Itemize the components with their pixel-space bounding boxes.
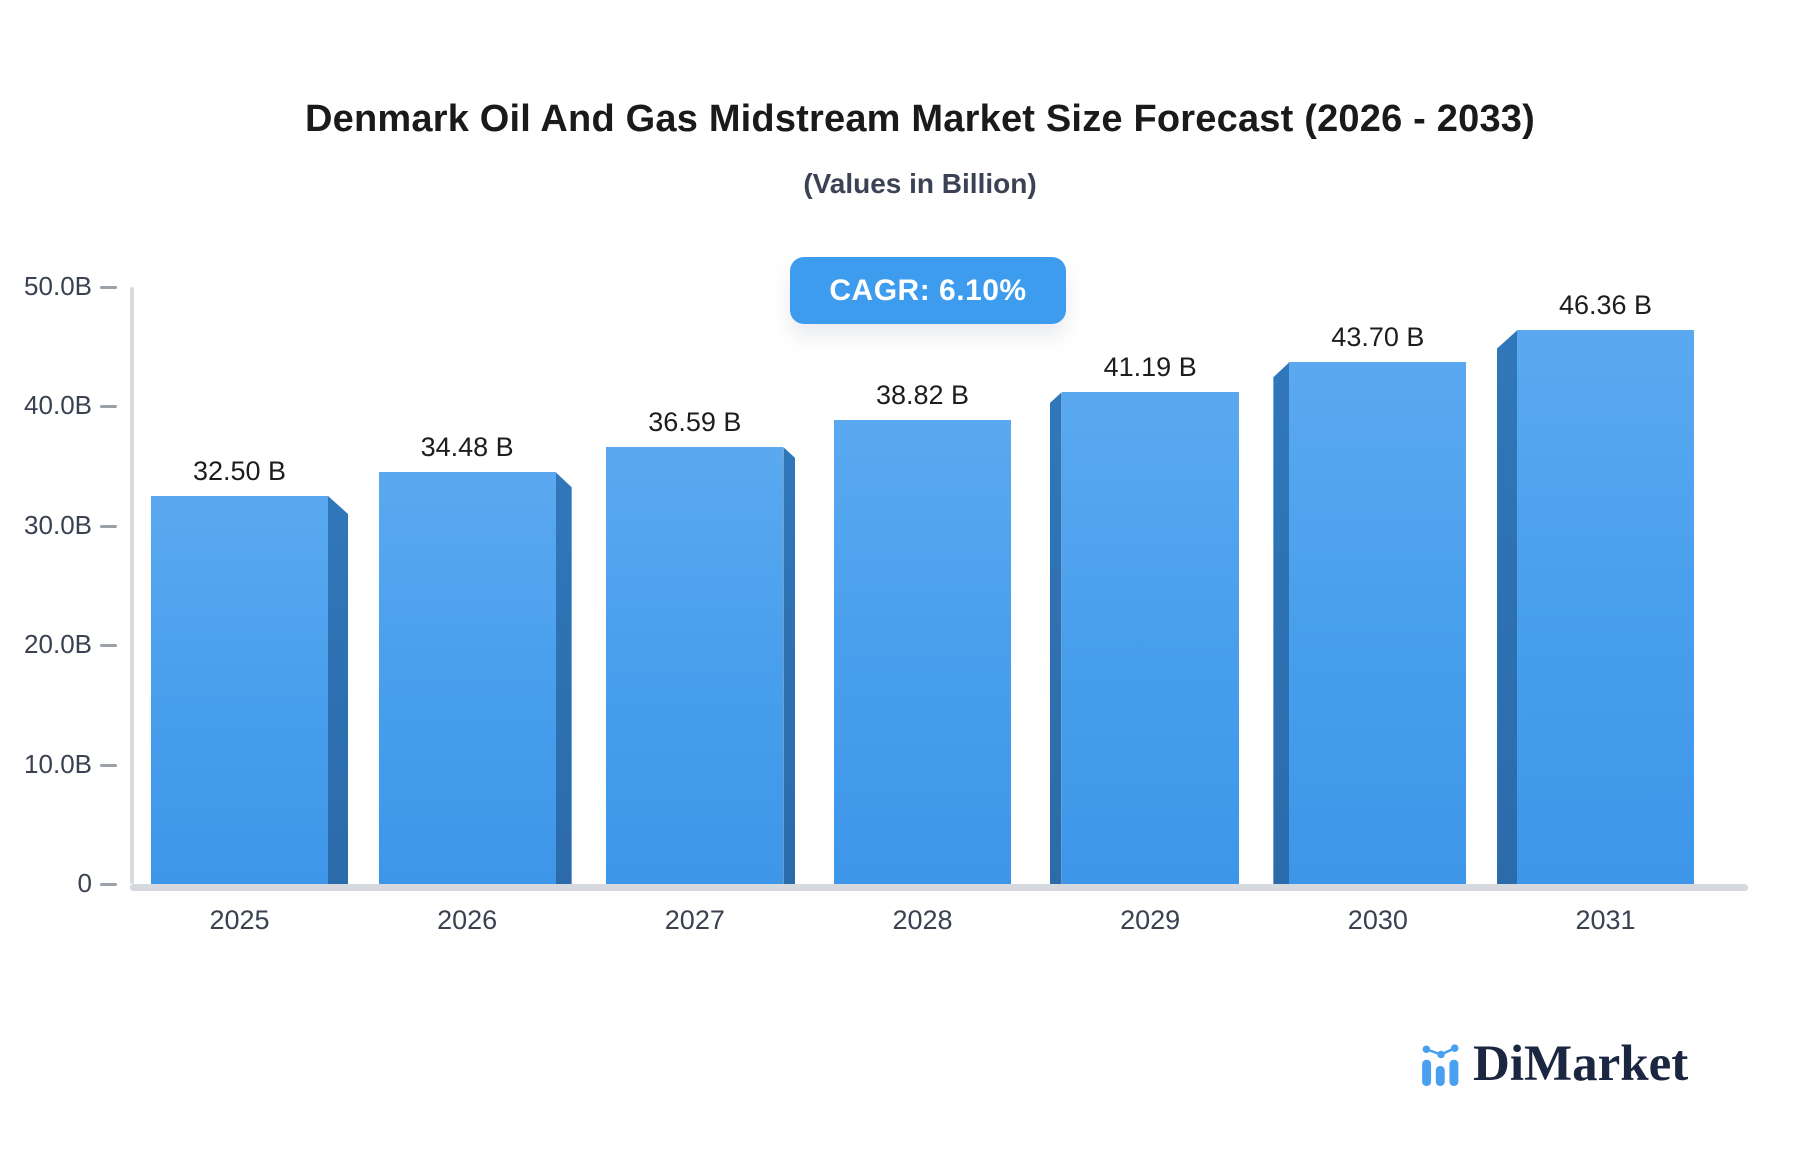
- bar-2028: [834, 420, 1011, 884]
- bar-3d-side: [783, 447, 796, 884]
- y-tick-mark: [100, 644, 117, 648]
- bar-3d-side: [1049, 392, 1062, 884]
- bar-value-label: 43.70 B: [1331, 322, 1425, 353]
- bar-2025: [151, 495, 328, 884]
- bar-2029: [1061, 392, 1239, 884]
- bar-value-label: 38.82 B: [875, 380, 970, 411]
- bar-2026: [378, 472, 556, 884]
- cagr-badge-label: CAGR: 6.10%: [829, 273, 1027, 307]
- y-tick-mark: [100, 286, 117, 289]
- bar-group-2029: 41.19 B 2029: [1049, 352, 1239, 935]
- y-tick-mark: [100, 883, 117, 886]
- x-axis-label-2025: 2025: [209, 904, 270, 935]
- bar-group-2031: 46.36 B 2031: [1497, 290, 1695, 935]
- x-axis-label-2029: 2029: [1120, 904, 1181, 935]
- x-axis-label-2027: 2027: [664, 904, 725, 935]
- x-axis-label-2028: 2028: [892, 904, 953, 935]
- y-tick-mark: [100, 524, 117, 528]
- chart-subtitle: (Values in Billion): [803, 168, 1037, 199]
- x-axis-label-2031: 2031: [1575, 904, 1636, 935]
- bar-value-label: 41.19 B: [1103, 352, 1197, 383]
- y-tick-label: 40.0B: [24, 390, 92, 421]
- bar-value-label: 34.48 B: [420, 432, 514, 463]
- y-tick-label: 20.0B: [24, 629, 92, 660]
- bar-group-2030: 43.70 B 2030: [1273, 322, 1467, 935]
- bar-group-2025: 32.50 B 2025: [151, 456, 348, 935]
- bar-2027: [606, 447, 784, 884]
- bar-group-2028: 38.82 B 2028: [834, 380, 1011, 935]
- x-axis-label-2026: 2026: [437, 904, 498, 935]
- bar-value-label: 46.36 B: [1558, 290, 1653, 321]
- bar-3d-side: [1497, 330, 1518, 884]
- y-tick-mark: [100, 405, 117, 409]
- page-title: Denmark Oil And Gas Midstream Market Siz…: [305, 98, 1535, 140]
- cagr-badge: CAGR: 6.10%: [790, 257, 1066, 324]
- bar-2031: [1517, 330, 1695, 884]
- x-axis-label-2030: 2030: [1347, 904, 1408, 935]
- bar-value-label: 36.59 B: [648, 407, 742, 438]
- logo-text: DiMarket: [1473, 1036, 1689, 1093]
- bar-3d-side: [1273, 362, 1290, 884]
- bar-group-2027: 36.59 B 2027: [606, 407, 796, 935]
- y-tick-mark: [100, 763, 117, 767]
- brand-logo: DiMarket: [1420, 1036, 1689, 1093]
- bar-group-2026: 34.48 B 2026: [378, 432, 572, 935]
- y-tick-label: 0: [77, 868, 92, 898]
- bar-3d-side: [555, 472, 572, 884]
- y-tick-label: 50.0B: [24, 271, 92, 301]
- logo-chart-icon: [1422, 1044, 1459, 1086]
- x-axis-baseline: [130, 884, 1748, 891]
- y-axis-line: [130, 287, 134, 884]
- y-tick-label: 30.0B: [24, 509, 92, 540]
- y-tick-label: 10.0B: [24, 748, 92, 779]
- bar-3d-side: [328, 495, 348, 884]
- bar-2030: [1289, 362, 1467, 884]
- bar-value-label: 32.50 B: [192, 455, 287, 486]
